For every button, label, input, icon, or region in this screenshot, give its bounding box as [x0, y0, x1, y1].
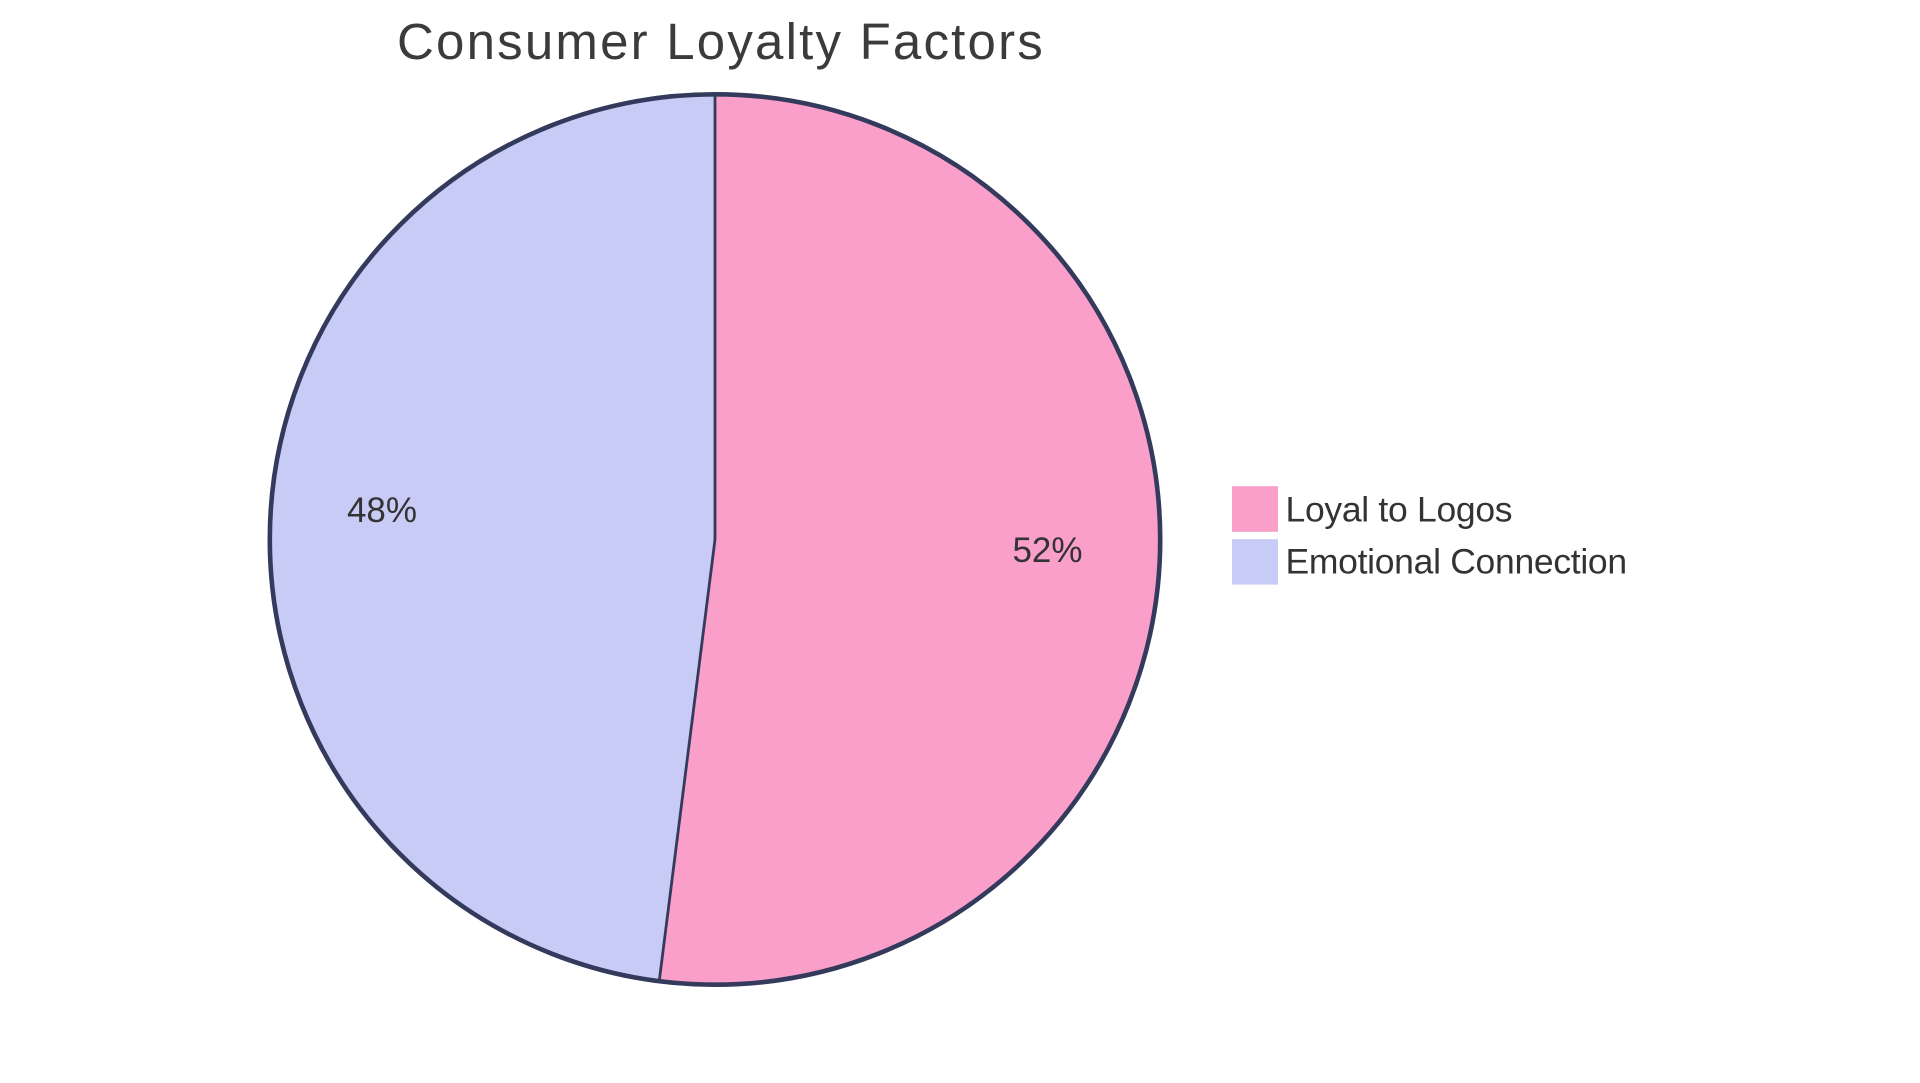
- svg-text:52%: 52%: [1012, 531, 1082, 570]
- svg-text:Emotional Connection: Emotional Connection: [1286, 542, 1627, 582]
- svg-text:Loyal to Logos: Loyal to Logos: [1286, 490, 1513, 530]
- svg-text:48%: 48%: [347, 491, 417, 530]
- svg-text:Consumer Loyalty Factors: Consumer Loyalty Factors: [397, 13, 1045, 70]
